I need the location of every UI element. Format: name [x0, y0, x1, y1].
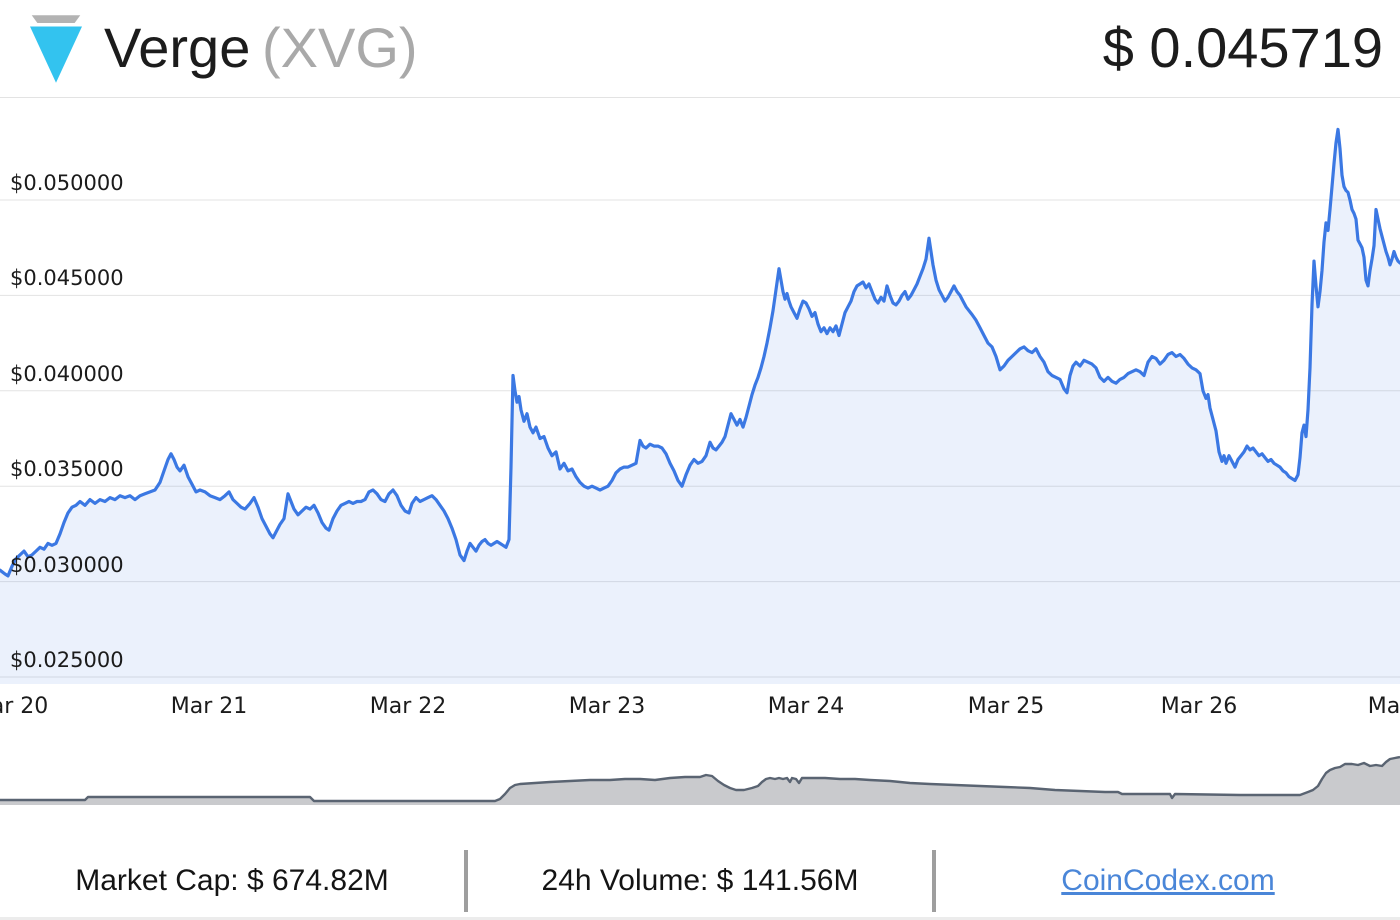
- y-axis-tick-label: $0.050000: [10, 171, 124, 195]
- y-axis-tick-label: $0.030000: [10, 552, 124, 577]
- price-line: [0, 127, 1400, 578]
- x-axis-labels: Mar 20 Mar 21 Mar 22 Mar 23 Mar 24 Mar 25 Mar …: [0, 692, 1400, 724]
- price-area-fill: [0, 129, 1400, 684]
- volume-24h-value: 24h Volume: $ 141.56M: [541, 863, 859, 897]
- footer: Market Cap: $ 674.82M 24h Volume: $ 141.…: [0, 843, 1400, 918]
- footer-divider: [932, 849, 936, 912]
- sparkline-line: [0, 755, 1400, 803]
- bottom-border: [0, 917, 1400, 920]
- market-cap-value: Market Cap: $ 674.82M: [75, 863, 389, 897]
- x-axis-tick-label: Mar 23: [568, 694, 646, 719]
- coin-name: Verge: [104, 16, 251, 79]
- header: Verge (XVG) $ 0.045719: [0, 0, 1400, 98]
- current-price: $ 0.045719: [1102, 16, 1383, 79]
- y-axis-tick-label: $0.025000: [10, 648, 124, 672]
- x-axis-tick-label: Mar 26: [1160, 694, 1238, 719]
- y-axis-tick-label: $0.040000: [10, 361, 124, 386]
- y-axis-labels: $0.050000 $0.045000 $0.040000 $0.035000 $0.0…: [10, 171, 124, 672]
- x-axis-tick-label: Mar 24: [767, 694, 845, 719]
- coin-symbol: (XVG): [262, 16, 418, 79]
- verge-logo-icon: [30, 15, 82, 83]
- x-axis-tick-label: Mar 22: [369, 694, 447, 719]
- coincodex-link[interactable]: CoinCodex.com: [1061, 863, 1275, 897]
- y-axis-tick-label: $0.045000: [10, 266, 124, 291]
- x-axis-tick-label: Mar 21: [170, 694, 248, 719]
- sparkline-fill: [0, 757, 1400, 805]
- x-axis-tick-label: Mar 25: [967, 694, 1045, 719]
- x-axis-tick-label: Mar 27: [1367, 694, 1400, 719]
- y-axis-tick-label: $0.035000: [10, 457, 124, 482]
- footer-divider: [464, 849, 468, 912]
- x-axis-tick-label: Mar 20: [0, 694, 49, 719]
